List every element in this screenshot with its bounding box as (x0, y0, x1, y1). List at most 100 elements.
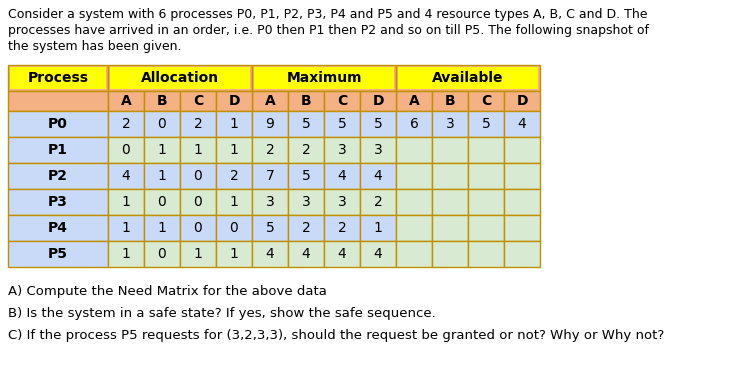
Text: 1: 1 (158, 221, 166, 235)
Text: 0: 0 (193, 169, 202, 183)
Bar (108, 163, 144, 189)
Bar (8, 163, 108, 189)
Text: 0: 0 (229, 221, 238, 235)
Bar (288, 137, 324, 163)
Text: 4: 4 (374, 169, 382, 183)
Text: 2: 2 (265, 143, 274, 157)
Text: C: C (481, 94, 491, 108)
Bar (8, 189, 108, 215)
Bar (288, 111, 324, 137)
Bar (468, 215, 504, 241)
Text: C: C (337, 94, 347, 108)
Text: B: B (444, 94, 455, 108)
Bar (252, 65, 396, 91)
Bar (108, 215, 144, 241)
Text: P0: P0 (48, 117, 68, 131)
Bar (432, 137, 468, 163)
Bar (8, 91, 108, 111)
Bar (504, 137, 540, 163)
Bar (144, 91, 180, 111)
Bar (468, 241, 504, 267)
Text: Maximum: Maximum (287, 71, 362, 85)
Bar (216, 163, 252, 189)
Text: 3: 3 (446, 117, 454, 131)
Text: 3: 3 (374, 143, 382, 157)
Bar (8, 111, 108, 137)
Bar (180, 111, 216, 137)
Bar (504, 111, 540, 137)
Bar (144, 189, 180, 215)
Bar (504, 163, 540, 189)
Bar (108, 111, 144, 137)
Bar (324, 91, 360, 111)
Text: the system has been given.: the system has been given. (8, 40, 181, 53)
Text: 4: 4 (122, 169, 130, 183)
Text: 5: 5 (338, 117, 347, 131)
Text: 1: 1 (193, 247, 202, 261)
Bar (396, 215, 432, 241)
Bar (324, 163, 360, 189)
Bar (180, 91, 216, 111)
Text: A) Compute the Need Matrix for the above data: A) Compute the Need Matrix for the above… (8, 285, 327, 298)
Bar (432, 215, 468, 241)
Bar (324, 137, 360, 163)
Text: Consider a system with 6 processes P0, P1, P2, P3, P4 and P5 and 4 resource type: Consider a system with 6 processes P0, P… (8, 8, 647, 21)
Bar (8, 215, 108, 241)
Text: 2: 2 (374, 195, 382, 209)
Text: 0: 0 (158, 195, 166, 209)
Text: 4: 4 (517, 117, 526, 131)
Text: P2: P2 (48, 169, 68, 183)
Text: 6: 6 (410, 117, 418, 131)
Text: A: A (120, 94, 132, 108)
Text: P4: P4 (48, 221, 68, 235)
Bar (324, 241, 360, 267)
Bar (180, 241, 216, 267)
Text: 9: 9 (265, 117, 274, 131)
Bar (288, 241, 324, 267)
Bar (504, 241, 540, 267)
Text: 1: 1 (229, 117, 238, 131)
Bar (468, 189, 504, 215)
Bar (8, 241, 108, 267)
Text: D: D (229, 94, 240, 108)
Bar (180, 189, 216, 215)
Bar (288, 163, 324, 189)
Text: 1: 1 (158, 169, 166, 183)
Bar (468, 163, 504, 189)
Text: 2: 2 (302, 143, 311, 157)
Bar (216, 111, 252, 137)
Text: A: A (265, 94, 275, 108)
Text: P5: P5 (48, 247, 68, 261)
Bar (504, 91, 540, 111)
Bar (216, 241, 252, 267)
Bar (504, 215, 540, 241)
Bar (10, 67, 106, 89)
Text: 4: 4 (338, 247, 347, 261)
Text: 5: 5 (374, 117, 382, 131)
Text: 5: 5 (302, 169, 311, 183)
Text: 4: 4 (302, 247, 311, 261)
Text: 3: 3 (338, 143, 347, 157)
Bar (396, 241, 432, 267)
Bar (360, 241, 396, 267)
Bar (324, 215, 360, 241)
Bar (360, 189, 396, 215)
Bar (108, 189, 144, 215)
Text: 4: 4 (374, 247, 382, 261)
Bar (398, 67, 538, 89)
Text: 4: 4 (265, 247, 274, 261)
Text: 0: 0 (122, 143, 130, 157)
Bar (180, 163, 216, 189)
Text: B: B (156, 94, 167, 108)
Text: C) If the process P5 requests for (3,2,3,3), should the request be granted or no: C) If the process P5 requests for (3,2,3… (8, 329, 664, 342)
Bar (110, 67, 250, 89)
Text: Allocation: Allocation (141, 71, 219, 85)
Bar (468, 137, 504, 163)
Text: 0: 0 (193, 221, 202, 235)
Bar (324, 189, 360, 215)
Text: 0: 0 (193, 195, 202, 209)
Bar (216, 137, 252, 163)
Bar (360, 111, 396, 137)
Bar (254, 67, 394, 89)
Bar (252, 189, 288, 215)
